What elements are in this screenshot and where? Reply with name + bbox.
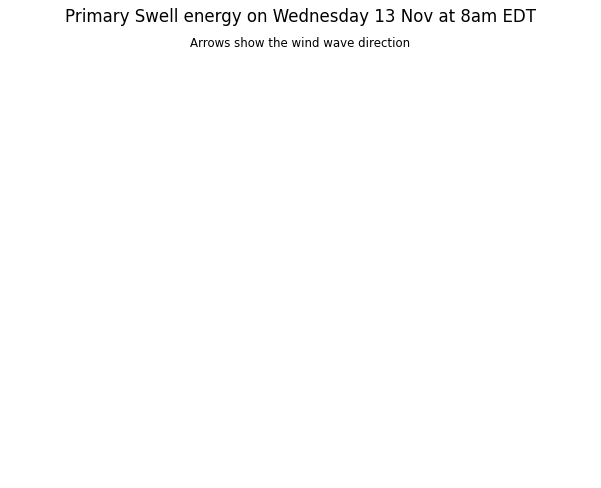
Text: Arrows show the wind wave direction: Arrows show the wind wave direction: [191, 37, 410, 50]
Text: Primary Swell energy on Wednesday 13 Nov at 8am EDT: Primary Swell energy on Wednesday 13 Nov…: [65, 8, 536, 26]
Text: cartopy required: cartopy required: [243, 265, 358, 279]
